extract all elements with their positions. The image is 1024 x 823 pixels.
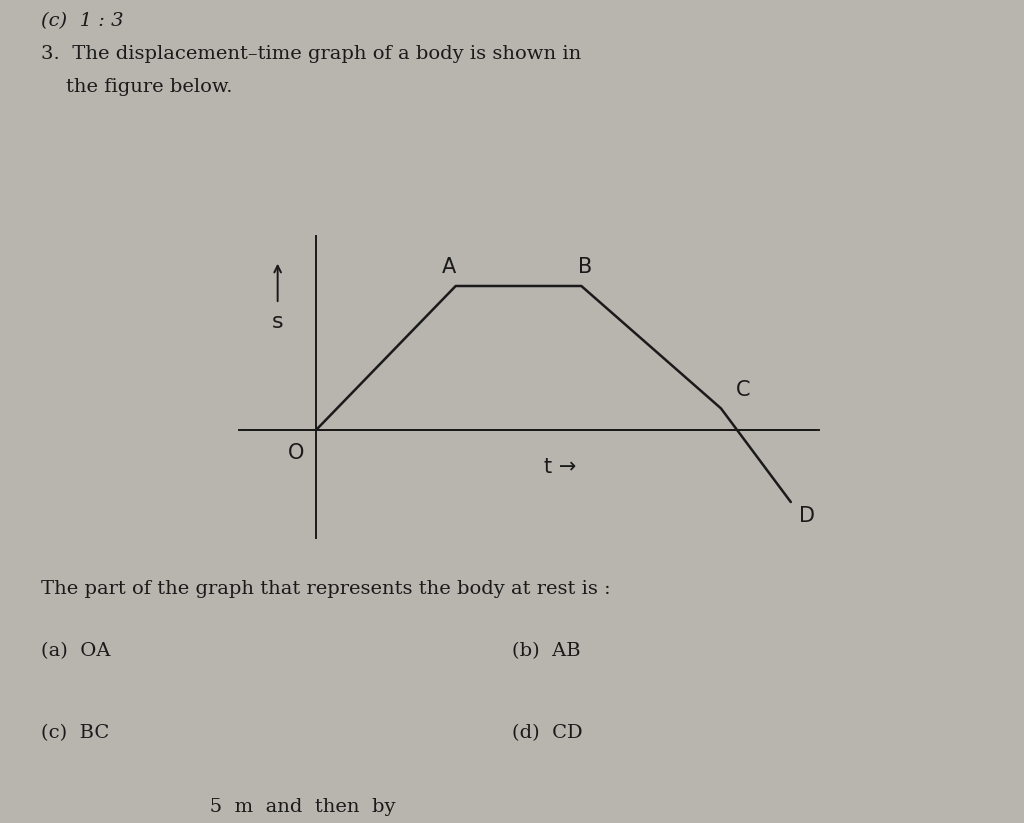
Text: A: A — [441, 258, 456, 277]
Text: t →: t → — [545, 458, 577, 477]
Text: s: s — [271, 312, 284, 332]
Text: B: B — [578, 258, 592, 277]
Text: (a)  OA: (a) OA — [41, 642, 111, 660]
Text: 3.  The displacement–time graph of a body is shown in: 3. The displacement–time graph of a body… — [41, 45, 582, 63]
Text: (c)  1 : 3: (c) 1 : 3 — [41, 12, 124, 30]
Text: (d)  CD: (d) CD — [512, 724, 583, 742]
Text: the figure below.: the figure below. — [41, 78, 232, 96]
Text: O: O — [289, 443, 305, 463]
Text: (c)  BC: (c) BC — [41, 724, 110, 742]
Text: D: D — [799, 505, 815, 526]
Text: (b)  AB: (b) AB — [512, 642, 581, 660]
Text: The part of the graph that represents the body at rest is :: The part of the graph that represents th… — [41, 580, 610, 598]
Text: 5  m  and  then  by: 5 m and then by — [41, 798, 395, 816]
Text: C: C — [736, 379, 751, 400]
